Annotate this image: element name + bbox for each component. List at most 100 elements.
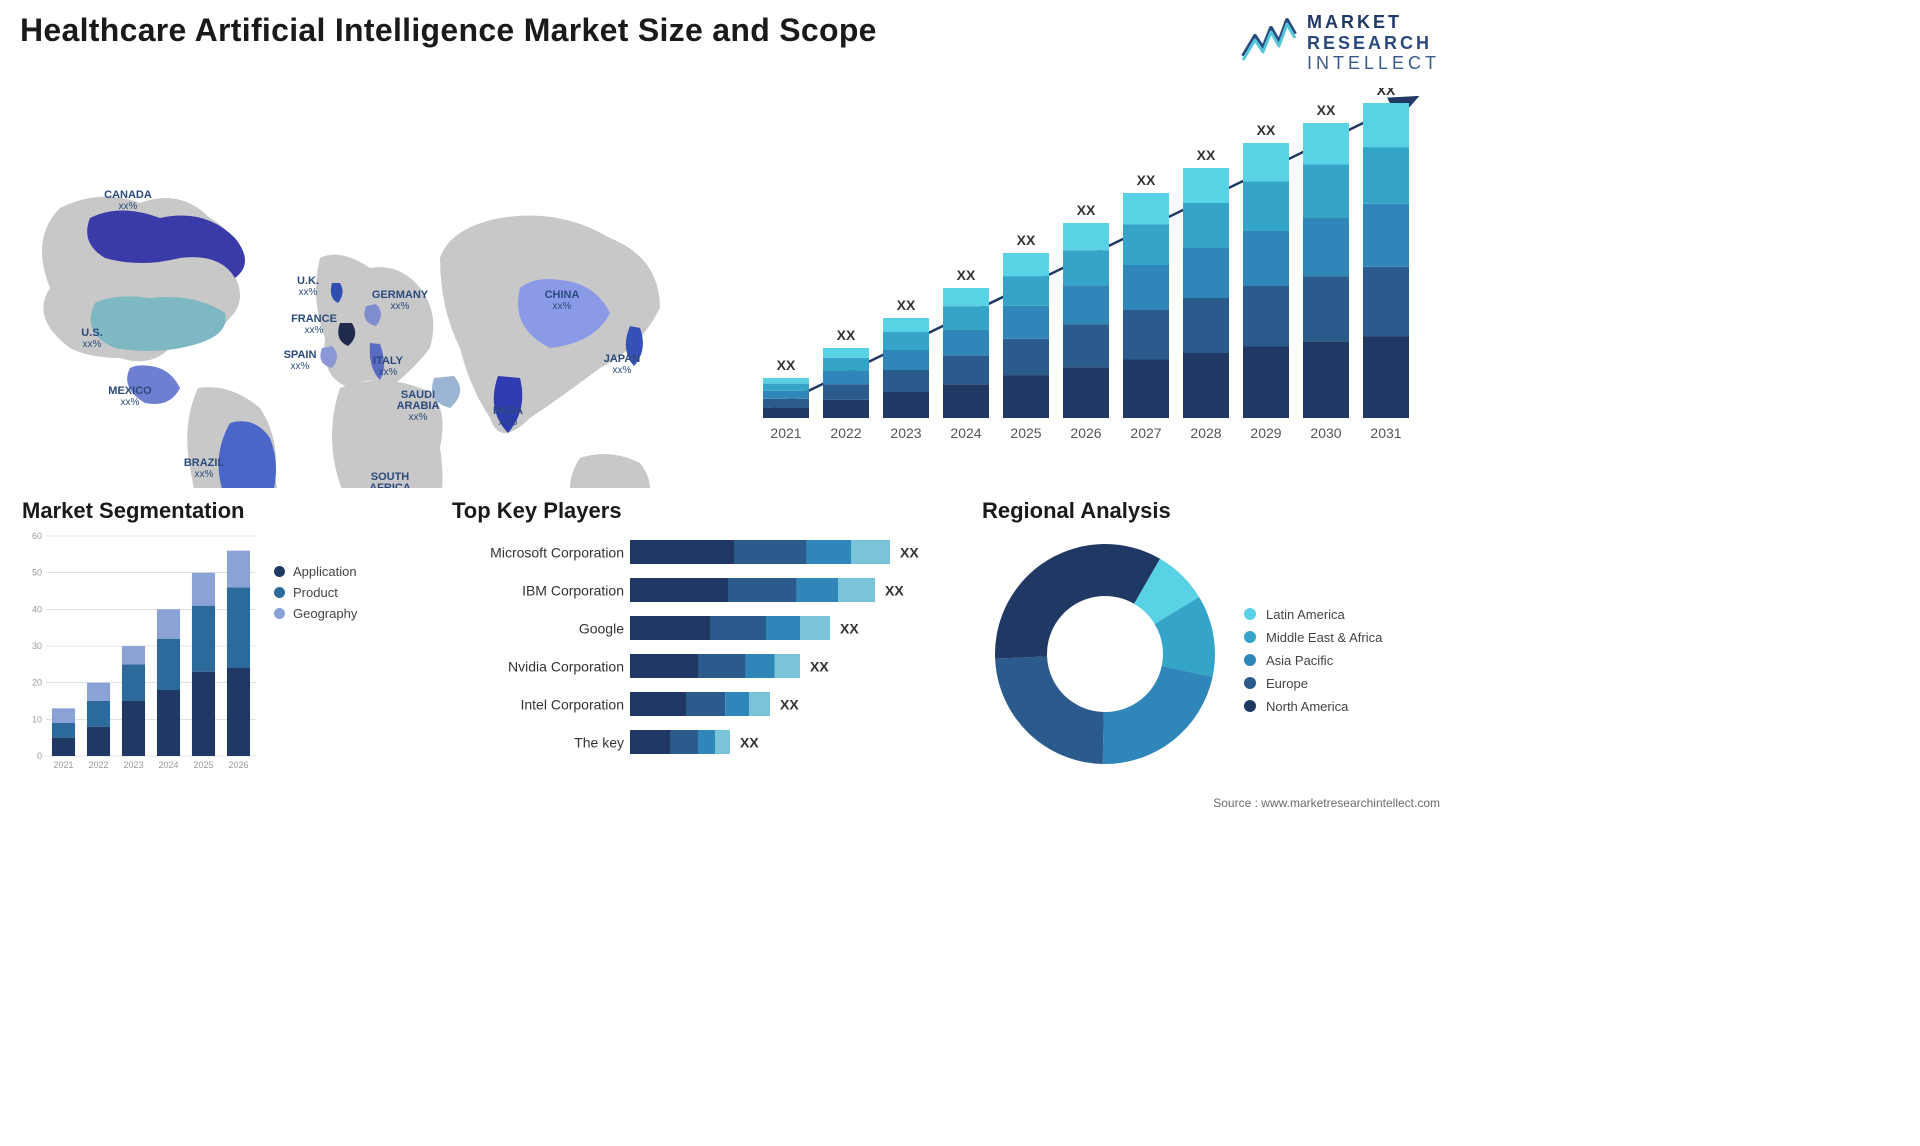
svg-text:2026: 2026 [1070, 425, 1101, 441]
svg-text:IBM Corporation: IBM Corporation [522, 582, 624, 598]
svg-text:2026: 2026 [228, 760, 248, 770]
svg-text:XX: XX [840, 620, 859, 636]
svg-text:2024: 2024 [158, 760, 178, 770]
svg-text:20: 20 [32, 678, 42, 688]
svg-text:xx%: xx% [379, 367, 398, 378]
brand-line-3: INTELLECT [1307, 53, 1440, 74]
legend-label: North America [1266, 699, 1348, 714]
svg-text:Microsoft Corporation: Microsoft Corporation [490, 544, 624, 560]
segmentation-legend: Application Product Geography [274, 530, 357, 790]
region-title: Regional Analysis [982, 498, 1440, 524]
svg-text:U.K.: U.K. [297, 275, 319, 287]
legend-swatch-icon [274, 587, 285, 598]
svg-text:40: 40 [32, 604, 42, 614]
svg-text:XX: XX [885, 582, 904, 598]
svg-text:xx%: xx% [195, 469, 214, 480]
svg-text:2031: 2031 [1370, 425, 1401, 441]
svg-text:10: 10 [32, 714, 42, 724]
svg-text:XX: XX [900, 544, 919, 560]
segmentation-chart: 0102030405060202120222023202420252026 [20, 530, 260, 778]
svg-text:INDIA: INDIA [493, 405, 523, 417]
legend-swatch-icon [1244, 700, 1256, 712]
svg-text:XX: XX [837, 327, 856, 343]
svg-text:xx%: xx% [409, 412, 428, 423]
svg-text:0: 0 [37, 751, 42, 761]
svg-text:Nvidia Corporation: Nvidia Corporation [508, 658, 624, 674]
svg-text:2024: 2024 [950, 425, 981, 441]
svg-text:XX: XX [1017, 232, 1036, 248]
brand-logo: MARKET RESEARCH INTELLECT [1241, 12, 1440, 74]
svg-text:xx%: xx% [291, 361, 310, 372]
svg-text:The key: The key [574, 734, 624, 750]
players-title: Top Key Players [452, 498, 950, 524]
growth-chart: XX2021XX2022XX2023XX2024XX2025XX2026XX20… [750, 88, 1440, 458]
legend-swatch-icon [1244, 654, 1256, 666]
legend-label: Product [293, 585, 338, 600]
svg-text:xx%: xx% [305, 325, 324, 336]
svg-text:xx%: xx% [391, 301, 410, 312]
region-legend-item: Asia Pacific [1244, 653, 1382, 668]
svg-text:XX: XX [1377, 88, 1396, 98]
svg-text:2027: 2027 [1130, 425, 1161, 441]
svg-text:XX: XX [957, 267, 976, 283]
region-legend: Latin America Middle East & Africa Asia Pa… [1244, 599, 1382, 722]
world-map-panel: CANADAxx%U.S.xx%MEXICOxx%BRAZILxx%ARGENT… [20, 88, 710, 488]
svg-text:xx%: xx% [121, 397, 140, 408]
svg-text:XX: XX [1257, 122, 1276, 138]
svg-text:U.S.: U.S. [81, 327, 102, 339]
svg-text:2021: 2021 [53, 760, 73, 770]
legend-label: Europe [1266, 676, 1308, 691]
svg-text:ARABIA: ARABIA [397, 400, 440, 412]
svg-text:2023: 2023 [890, 425, 921, 441]
svg-text:XX: XX [777, 357, 796, 373]
legend-label: Middle East & Africa [1266, 630, 1382, 645]
svg-text:ITALY: ITALY [373, 355, 404, 367]
segmentation-panel: Market Segmentation 01020304050602021202… [20, 498, 420, 790]
players-chart: Microsoft Corporation XX IBM Corporation XX… [450, 530, 930, 778]
legend-label: Geography [293, 606, 357, 621]
svg-text:XX: XX [810, 658, 829, 674]
svg-text:BRAZIL: BRAZIL [184, 457, 225, 469]
legend-swatch-icon [1244, 677, 1256, 689]
svg-text:XX: XX [1137, 172, 1156, 188]
svg-text:xx%: xx% [553, 301, 572, 312]
region-legend-item: Europe [1244, 676, 1382, 691]
svg-text:XX: XX [1077, 202, 1096, 218]
region-legend-item: Middle East & Africa [1244, 630, 1382, 645]
svg-text:xx%: xx% [83, 339, 102, 350]
svg-text:2029: 2029 [1250, 425, 1281, 441]
legend-swatch-icon [1244, 631, 1256, 643]
svg-text:xx%: xx% [119, 201, 138, 212]
svg-text:xx%: xx% [299, 287, 318, 298]
world-map: CANADAxx%U.S.xx%MEXICOxx%BRAZILxx%ARGENT… [20, 88, 710, 488]
legend-label: Asia Pacific [1266, 653, 1333, 668]
svg-text:Google: Google [579, 620, 624, 636]
players-panel: Top Key Players Microsoft Corporation XX I… [450, 498, 950, 790]
segmentation-legend-item: Application [274, 564, 357, 579]
svg-text:JAPAN: JAPAN [604, 353, 641, 365]
segmentation-legend-item: Product [274, 585, 357, 600]
region-legend-item: North America [1244, 699, 1382, 714]
source-text: Source : www.marketresearchintellect.com [20, 796, 1440, 810]
svg-text:60: 60 [32, 531, 42, 541]
svg-text:CHINA: CHINA [545, 289, 580, 301]
svg-text:CANADA: CANADA [104, 189, 152, 201]
svg-text:xx%: xx% [499, 417, 518, 428]
legend-swatch-icon [274, 566, 285, 577]
svg-text:2023: 2023 [123, 760, 143, 770]
svg-text:2022: 2022 [830, 425, 861, 441]
brand-line-1: MARKET [1307, 12, 1440, 33]
svg-text:XX: XX [740, 734, 759, 750]
svg-text:Intel Corporation: Intel Corporation [520, 696, 624, 712]
svg-text:XX: XX [897, 297, 916, 313]
region-legend-item: Latin America [1244, 607, 1382, 622]
page-title: Healthcare Artificial Intelligence Marke… [20, 12, 877, 49]
legend-swatch-icon [274, 608, 285, 619]
brand-mark-icon [1241, 12, 1297, 68]
svg-text:AFRICA: AFRICA [369, 482, 411, 488]
svg-text:XX: XX [1197, 147, 1216, 163]
segmentation-title: Market Segmentation [22, 498, 420, 524]
svg-text:2022: 2022 [88, 760, 108, 770]
svg-text:xx%: xx% [613, 365, 632, 376]
svg-text:2028: 2028 [1190, 425, 1221, 441]
